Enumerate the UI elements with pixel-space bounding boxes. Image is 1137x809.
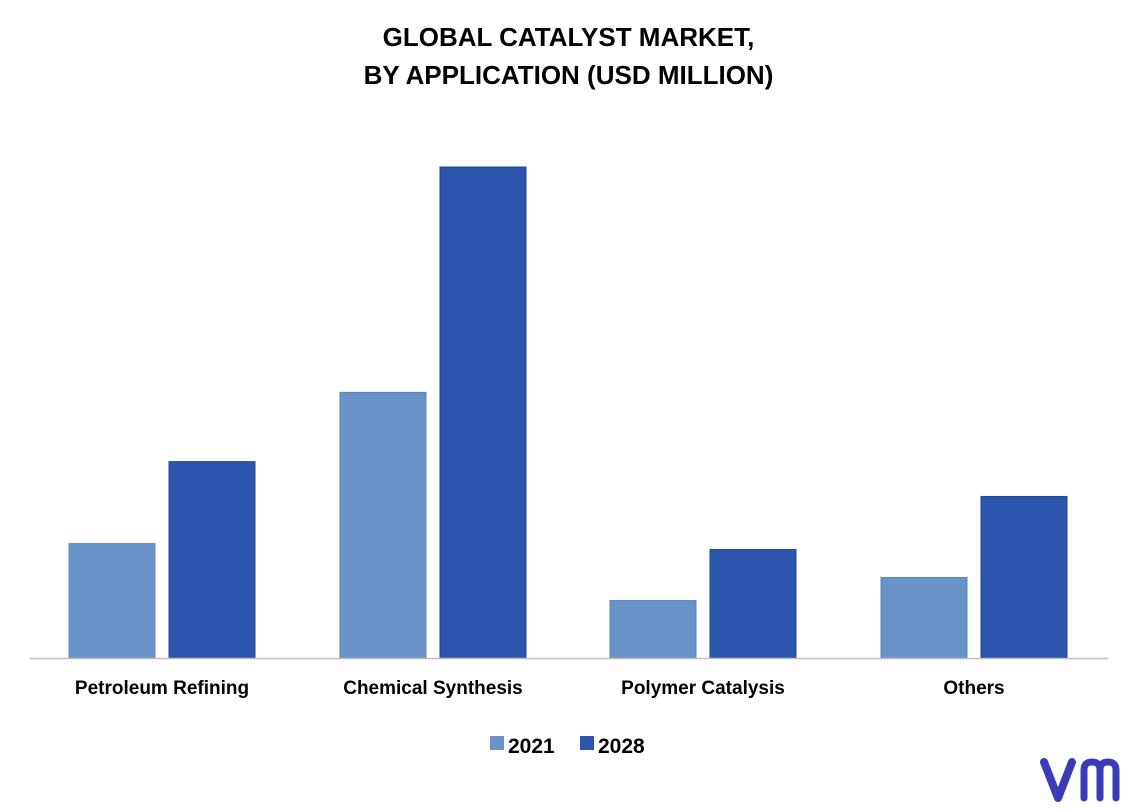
chart-subtitle: BY APPLICATION (USD MILLION) (363, 60, 774, 90)
legend-swatch-2021 (490, 736, 504, 750)
category-label: Polymer Catalysis (621, 678, 785, 699)
bar-2021-others (880, 576, 968, 659)
legend: 2021 2028 (490, 735, 645, 758)
category-label: Chemical Synthesis (343, 678, 523, 699)
category-labels: Petroleum Refining Chemical Synthesis Poly… (75, 678, 1005, 699)
bars-group (68, 166, 1068, 659)
bar-2028-polymer-catalysis (709, 548, 797, 659)
legend-label-2021: 2021 (508, 735, 555, 758)
bar-2021-petroleum-refining (68, 543, 156, 659)
chart-title: GLOBAL CATALYST MARKET, (382, 22, 755, 52)
category-label: Petroleum Refining (75, 678, 249, 699)
vmr-logo (1040, 758, 1120, 802)
bar-2028-petroleum-refining (168, 461, 256, 659)
legend-swatch-2028 (580, 736, 594, 750)
bar-2021-chemical-synthesis (339, 391, 427, 659)
bar-2028-others (980, 495, 1068, 659)
legend-label-2028: 2028 (598, 735, 645, 758)
bar-2028-chemical-synthesis (439, 166, 527, 659)
category-label: Others (943, 678, 1004, 699)
bar-2021-polymer-catalysis (609, 600, 697, 659)
